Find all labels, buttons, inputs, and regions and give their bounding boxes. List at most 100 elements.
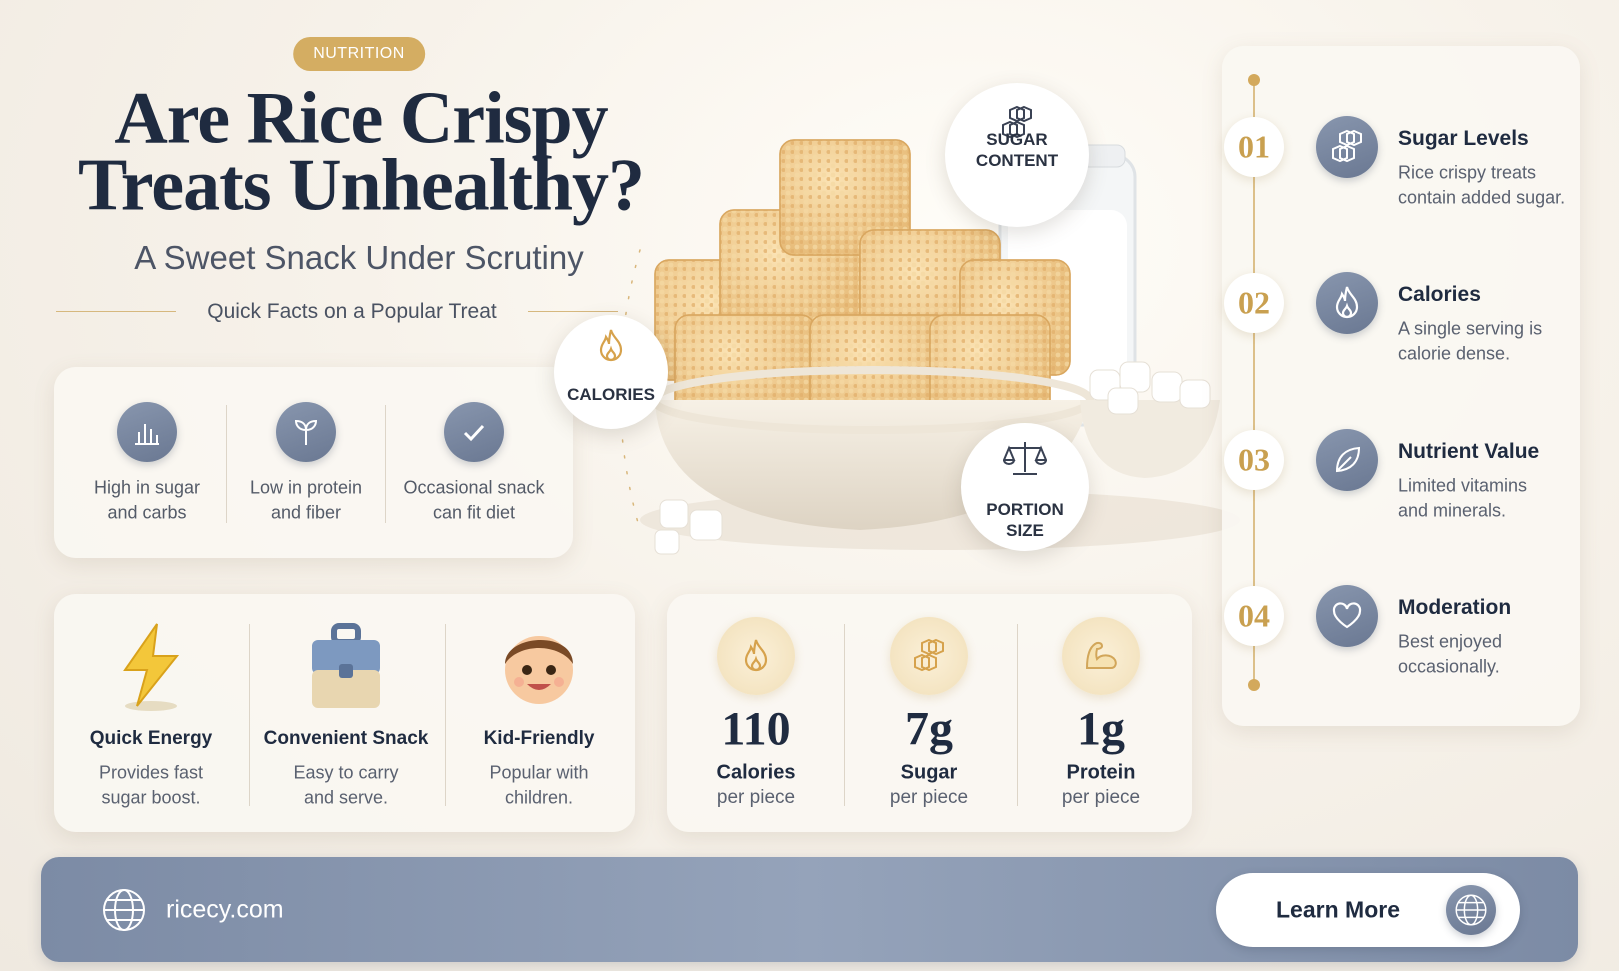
fact-text: and carbs: [107, 502, 187, 523]
stat-sub: per piece: [716, 787, 796, 808]
step-text: Limited vitamins: [1398, 475, 1528, 496]
icon-shape: [1085, 641, 1117, 669]
title-line: Are Rice Crispy: [114, 77, 608, 160]
icon-shape: [554, 677, 564, 687]
button-label: Learn More: [1276, 896, 1400, 923]
icon-shape: [339, 664, 353, 678]
icon-shape: [522, 665, 532, 675]
benefit-text: children.: [504, 787, 574, 808]
benefit-text: Popular with: [489, 762, 589, 783]
callout-icon: [1003, 436, 1047, 480]
icon-shape: [750, 655, 762, 672]
footer-globe: [99, 885, 149, 935]
fact-icon: [444, 402, 504, 462]
benefit-text: Easy to carry: [293, 762, 399, 783]
icon-shape: [104, 899, 144, 921]
step-title: Sugar Levels: [1398, 127, 1529, 150]
stat-label: Calories: [716, 761, 796, 784]
benefit-title: Convenient Snack: [263, 728, 429, 749]
benefit-text: and serve.: [303, 787, 389, 808]
benefit-title: Quick Energy: [89, 728, 213, 749]
step-circle: [1224, 117, 1284, 177]
icon-shape: [463, 424, 485, 442]
icon-shape: [914, 638, 937, 672]
benefit-text: sugar boost.: [101, 787, 201, 808]
icon-shape: [1332, 129, 1362, 163]
step-circle: [1224, 273, 1284, 333]
step-circle: [1224, 586, 1284, 646]
icon-shape: [1332, 602, 1362, 629]
icon-shape: [744, 639, 768, 672]
icon-shape: [659, 499, 689, 529]
stat-sub: per piece: [1061, 787, 1141, 808]
step-icon: [1316, 272, 1378, 334]
stat-label: Protein: [1066, 761, 1136, 784]
step-number: 02: [1238, 284, 1270, 321]
icon-shape: [1003, 442, 1047, 476]
icon-shape: [527, 684, 551, 690]
callout-text: CONTENT: [975, 151, 1059, 170]
fact-text: can fit diet: [432, 502, 516, 523]
icon-shape: [1179, 379, 1211, 409]
divider: [226, 405, 227, 523]
step-text: calorie dense.: [1398, 343, 1511, 364]
divider: [1017, 624, 1018, 806]
step-number: 03: [1238, 441, 1270, 478]
button-globe: [1446, 885, 1496, 935]
step-number: 01: [1238, 128, 1270, 165]
icon-shape: [1341, 302, 1353, 319]
icon-shape: [312, 623, 380, 708]
rule: [528, 311, 618, 312]
step-title: Moderation: [1398, 596, 1512, 619]
step-title: Calories: [1398, 283, 1481, 306]
icon-shape: [1339, 129, 1362, 163]
step-text: A single serving is: [1398, 318, 1543, 339]
icon-shape: [294, 419, 318, 445]
icon-shape: [689, 509, 723, 541]
icon-shape: [779, 139, 911, 256]
icon-shape: [654, 139, 1071, 421]
icon-shape: [1151, 371, 1183, 403]
icon-shape: [123, 623, 180, 711]
icon-shape: [103, 889, 145, 931]
rule: [56, 311, 176, 312]
timeline-line: [1253, 80, 1255, 685]
icon-shape: [1335, 446, 1361, 473]
icon-shape: [599, 329, 623, 362]
badge: NUTRITION: [293, 37, 425, 71]
icon-shape: [599, 329, 623, 362]
benefit-icon: [105, 620, 197, 712]
icon-shape: [514, 677, 524, 687]
icon-shape: [1085, 641, 1117, 669]
benefit-icon: [300, 620, 392, 712]
benefit-icon: [493, 620, 585, 712]
icon-shape: [1002, 105, 1032, 138]
callout-text: SIZE: [1006, 521, 1044, 540]
step-text: Rice crispy treats: [1398, 162, 1537, 183]
icon-shape: [1107, 387, 1139, 415]
stat-icon: [890, 617, 968, 695]
icon-shape: [125, 701, 177, 711]
icon-shape: [1332, 602, 1362, 629]
step-icon: [1316, 429, 1378, 491]
icon-shape: [463, 424, 485, 442]
fact-text: Low in protein: [249, 477, 363, 498]
icon-shape: [744, 639, 768, 672]
step-icon: [1316, 585, 1378, 647]
stat-value: 1g: [1077, 702, 1125, 756]
icon-shape: [654, 529, 680, 555]
timeline-dot: [1248, 679, 1260, 691]
step-text: Best enjoyed: [1398, 631, 1503, 652]
step-circle: [1224, 430, 1284, 490]
divider: [844, 624, 845, 806]
food-illustration: [640, 139, 1240, 555]
stat-icon: [1062, 617, 1140, 695]
icon-shape: [1003, 442, 1047, 476]
callout-text: SUGAR: [986, 130, 1048, 149]
icon-shape: [546, 665, 556, 675]
fact-text: High in sugar: [93, 477, 201, 498]
timeline-dot: [1248, 74, 1260, 86]
icon-shape: [135, 424, 159, 445]
footer-site: ricecy.com: [166, 895, 284, 924]
